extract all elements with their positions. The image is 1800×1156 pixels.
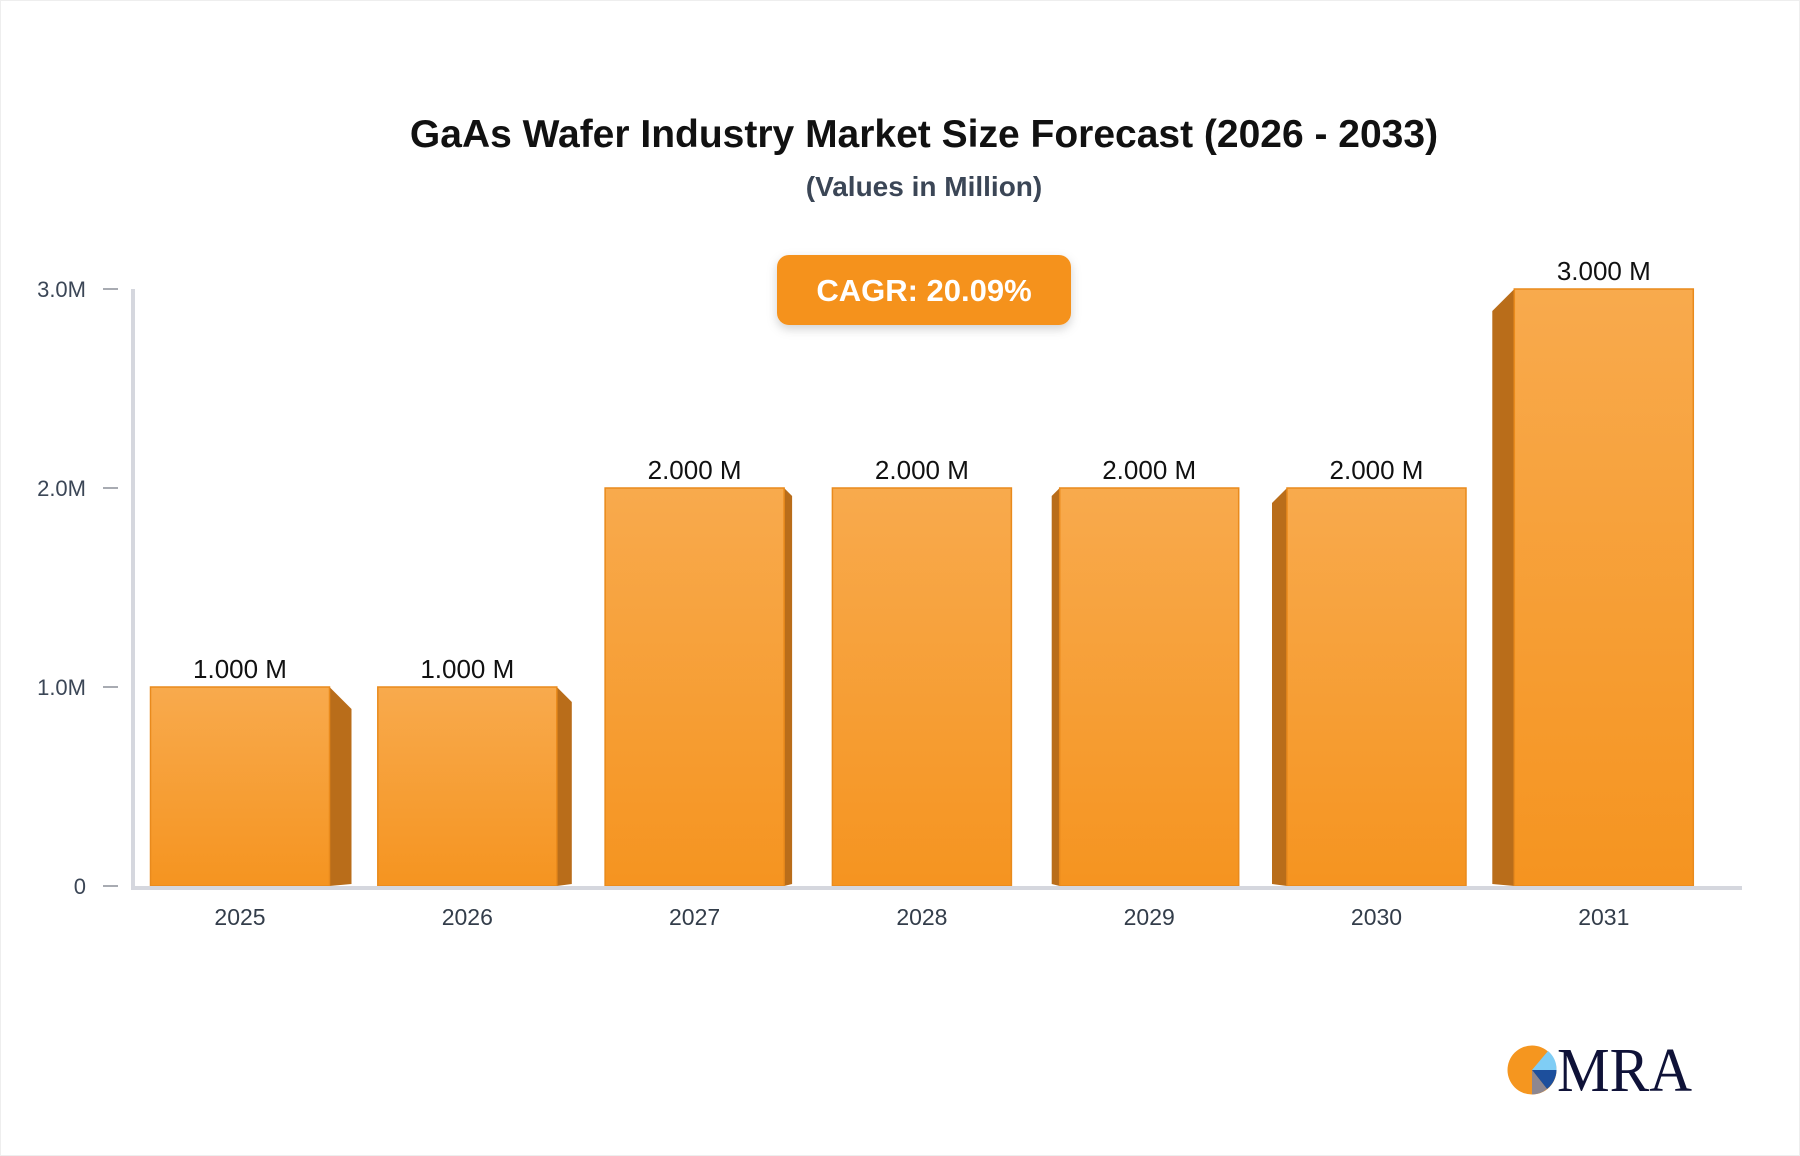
bar-2028: 2.000 M 2028 (831, 455, 1013, 930)
y-tick-label: 3.0M (37, 277, 86, 302)
x-tick-label: 2031 (1578, 904, 1629, 930)
bar-front (604, 487, 785, 887)
bar-2030: 2.000 M 2030 (1272, 455, 1467, 930)
bar-front (1286, 487, 1467, 887)
bar-2027: 2.000 M 2027 (604, 455, 793, 930)
bar-2031: 3.000 M 2031 (1492, 256, 1695, 930)
cagr-label: CAGR: 20.09% (816, 273, 1031, 308)
bar-front (149, 686, 331, 887)
bar-front (377, 686, 558, 887)
data-label: 1.000 M (193, 654, 287, 684)
bar-side (1272, 488, 1287, 886)
logo-text: MRA (1557, 1037, 1692, 1105)
bar-2026: 1.000 M 2026 (377, 654, 572, 930)
data-label: 2.000 M (875, 455, 969, 485)
chart-subtitle: (Values in Million) (806, 171, 1042, 202)
data-label: 2.000 M (1102, 455, 1196, 485)
bar-2029: 2.000 M 2029 (1051, 455, 1240, 930)
bar-side (329, 687, 352, 886)
x-tick-label: 2030 (1351, 904, 1402, 930)
data-label: 2.000 M (1330, 455, 1424, 485)
x-tick-label: 2025 (214, 904, 265, 930)
bar-side (1051, 488, 1060, 886)
bar-2025: 1.000 M 2025 (149, 654, 352, 930)
x-tick-label: 2028 (896, 904, 947, 930)
bar-side (784, 488, 793, 886)
bar-front (1058, 487, 1240, 887)
bar-side (556, 687, 572, 886)
mra-logo: MRA (1507, 1037, 1692, 1105)
bar-front (831, 487, 1013, 887)
data-label: 1.000 M (420, 654, 514, 684)
data-label: 2.000 M (648, 455, 742, 485)
chart-title: GaAs Wafer Industry Market Size Forecast… (410, 113, 1438, 156)
x-tick-label: 2027 (669, 904, 720, 930)
y-tick-label: 1.0M (37, 675, 86, 700)
x-tick-label: 2029 (1124, 904, 1175, 930)
bar-front (1513, 288, 1695, 887)
data-label: 3.000 M (1557, 256, 1651, 286)
y-tick-label: 0 (74, 874, 86, 899)
bar-side (1492, 289, 1515, 886)
y-tick-label: 2.0M (37, 476, 86, 501)
x-tick-label: 2026 (442, 904, 493, 930)
cagr-badge: CAGR: 20.09% (777, 255, 1071, 325)
